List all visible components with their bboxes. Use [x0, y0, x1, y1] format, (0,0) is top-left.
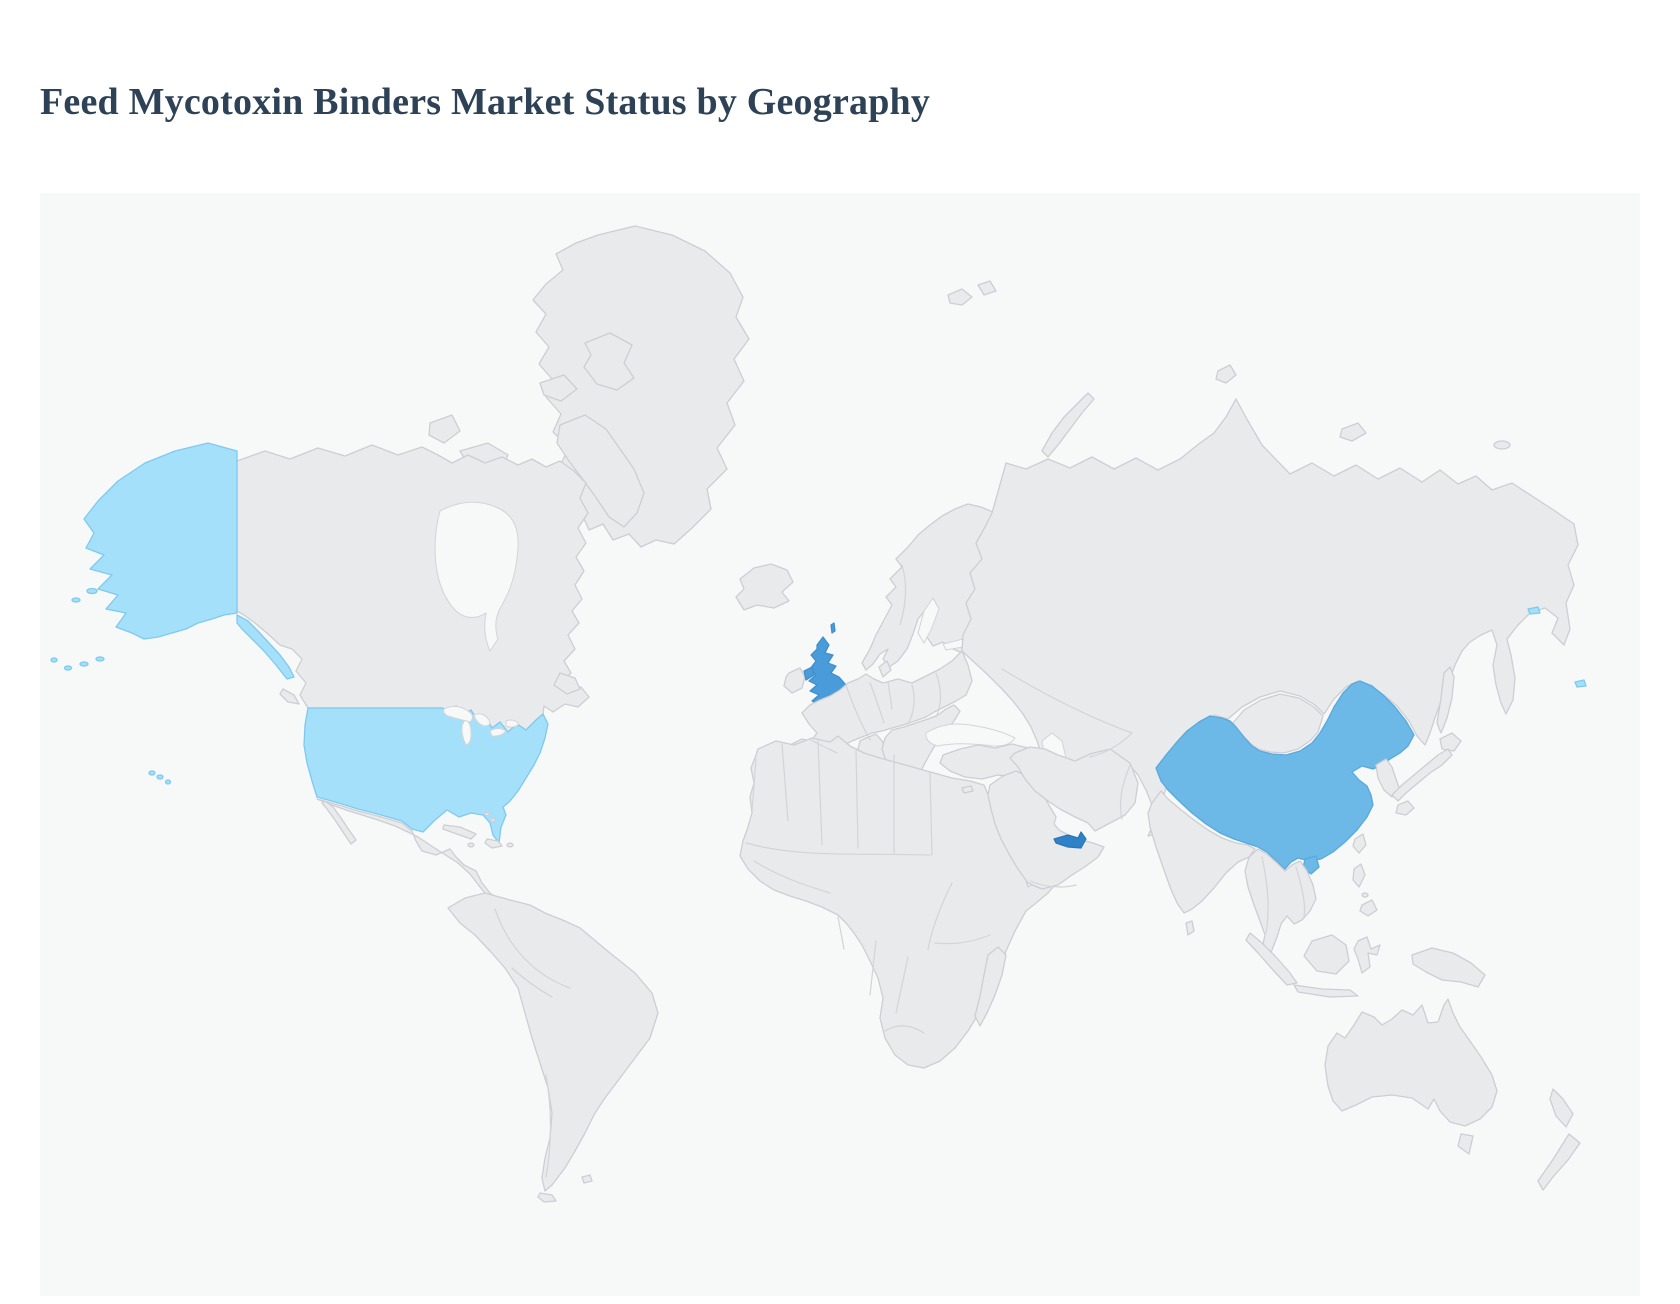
country-usa-aleutian-island[interactable]: [95, 656, 105, 662]
country-mexico-baja[interactable]: [321, 800, 357, 845]
country-canada-devon-island[interactable]: [539, 374, 578, 402]
country-madagascar[interactable]: [974, 946, 1007, 1027]
country-sri-lanka[interactable]: [1185, 920, 1195, 936]
country-russia-novaya-zemlya[interactable]: [1041, 392, 1095, 458]
country-new-zealand-south[interactable]: [1537, 1133, 1581, 1191]
country-canada[interactable]: [236, 444, 590, 733]
gulf-of-bothnia: [917, 597, 940, 644]
country-new-guinea[interactable]: [1411, 947, 1486, 988]
country-usa-alaska[interactable]: [83, 442, 238, 640]
country-hispaniola[interactable]: [484, 838, 503, 849]
country-usa-aleutian-island[interactable]: [63, 665, 73, 671]
country-uk-shetland[interactable]: [830, 622, 836, 634]
lake-erie: [489, 728, 507, 737]
country-canada-ellesmere[interactable]: [583, 332, 635, 391]
country-usa-hawaii[interactable]: [164, 779, 172, 785]
country-svalbard[interactable]: [947, 288, 973, 306]
country-canada-newfoundland[interactable]: [553, 672, 581, 695]
country-canada-baffin[interactable]: [556, 414, 645, 528]
hudson-bay: [434, 501, 519, 652]
country-svalbard[interactable]: [977, 280, 997, 296]
country-indonesia-borneo[interactable]: [1303, 934, 1350, 975]
country-bahamas[interactable]: [483, 811, 491, 817]
country-china[interactable]: [1155, 680, 1415, 870]
country-japan-kyushu[interactable]: [1395, 800, 1415, 816]
country-cuba[interactable]: [442, 824, 477, 840]
lake-michigan: [461, 720, 472, 746]
country-usa-aleutian-island[interactable]: [50, 657, 58, 663]
country-japan-honshu[interactable]: [1391, 748, 1453, 802]
country-russia-new-siberian-islands[interactable]: [1339, 422, 1367, 442]
country-indonesia-sulawesi[interactable]: [1353, 936, 1381, 974]
country-usa-aleutian-island[interactable]: [71, 597, 81, 603]
country-cyprus[interactable]: [961, 785, 974, 794]
country-denmark[interactable]: [878, 660, 892, 678]
country-uk-northern-ireland[interactable]: [803, 666, 815, 681]
country-usa-st-lawrence-island[interactable]: [86, 587, 98, 595]
country-australia-tasmania[interactable]: [1457, 1133, 1474, 1155]
country-canada-banks-island[interactable]: [428, 414, 461, 444]
lake-ontario: [505, 719, 520, 728]
country-philippines-luzon[interactable]: [1352, 863, 1366, 888]
country-usa-hawaii[interactable]: [156, 774, 164, 780]
country-russia-wrangel[interactable]: [1493, 440, 1511, 450]
country-iceland[interactable]: [735, 563, 794, 611]
country-new-zealand-north[interactable]: [1549, 1088, 1574, 1128]
country-ireland[interactable]: [783, 667, 806, 694]
country-usa-island-wrap[interactable]: [1574, 679, 1587, 688]
country-taiwan[interactable]: [1352, 833, 1367, 854]
country-south-america[interactable]: [447, 892, 659, 1192]
country-usa-island-wrap[interactable]: [1527, 606, 1541, 615]
country-usa-aleutian-island[interactable]: [79, 661, 89, 667]
country-bahamas[interactable]: [489, 817, 497, 823]
country-indonesia-sumatra[interactable]: [1245, 932, 1298, 986]
world-map: [40, 193, 1640, 1296]
country-usa-hawaii[interactable]: [148, 770, 156, 776]
country-iran[interactable]: [1009, 746, 1139, 832]
country-jamaica[interactable]: [467, 842, 475, 848]
country-usa-alaska-panhandle[interactable]: [236, 614, 295, 680]
page-title: Feed Mycotoxin Binders Market Status by …: [40, 81, 931, 123]
country-australia[interactable]: [1324, 998, 1498, 1127]
country-borders: [494, 564, 1306, 1178]
country-tierra-del-fuego[interactable]: [537, 1192, 557, 1203]
country-philippines-visayas[interactable]: [1361, 892, 1369, 898]
country-canada-vancouver-island[interactable]: [279, 688, 300, 705]
country-indonesia-java[interactable]: [1293, 984, 1359, 998]
country-russia-sakhalin[interactable]: [1436, 666, 1455, 734]
black-sea: [925, 723, 1016, 747]
country-japan-hokkaido[interactable]: [1439, 732, 1462, 752]
world-map-svg: [50, 225, 1587, 1203]
country-falkland-islands[interactable]: [581, 1174, 593, 1184]
country-india[interactable]: [1147, 790, 1256, 914]
country-puerto-rico[interactable]: [506, 842, 514, 848]
lake-superior: [443, 705, 474, 723]
country-united-arab-emirates[interactable]: [1053, 831, 1087, 849]
lake-huron: [473, 713, 491, 727]
country-philippines-mindanao[interactable]: [1359, 899, 1378, 917]
country-russia-severnaya-zemlya[interactable]: [1215, 364, 1237, 384]
